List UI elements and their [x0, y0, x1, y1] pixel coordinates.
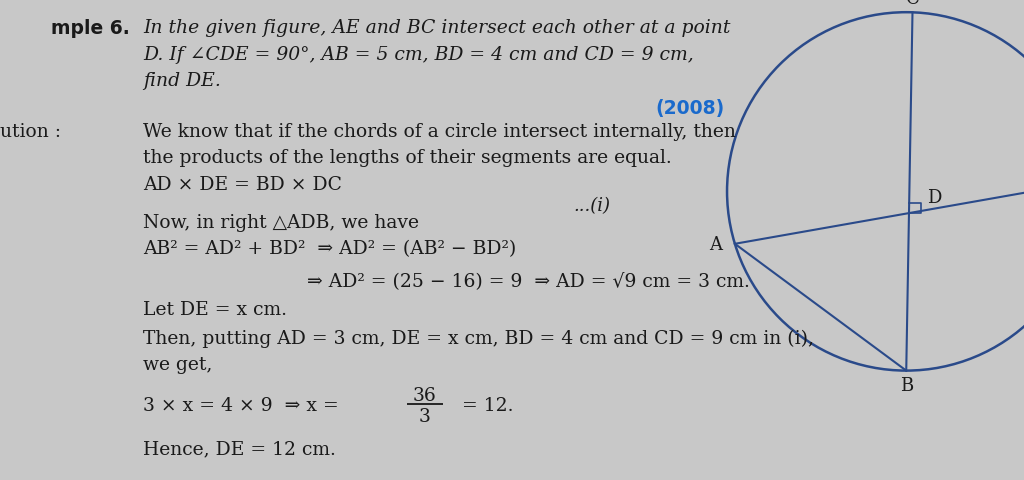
Text: D. If ∠CDE = 90°, AB = 5 cm, BD = 4 cm and CD = 9 cm,: D. If ∠CDE = 90°, AB = 5 cm, BD = 4 cm a…: [143, 46, 694, 63]
Text: In the given figure, AE and BC intersect each other at a point: In the given figure, AE and BC intersect…: [143, 19, 731, 37]
Text: 3 × x = 4 × 9  ⇒ x =: 3 × x = 4 × 9 ⇒ x =: [143, 396, 345, 414]
Text: Now, in right △ADB, we have: Now, in right △ADB, we have: [143, 214, 420, 231]
Text: AD × DE = BD × DC: AD × DE = BD × DC: [143, 175, 342, 193]
Text: find DE.: find DE.: [143, 72, 221, 90]
Text: C: C: [905, 0, 920, 8]
Text: 36: 36: [413, 386, 437, 404]
Text: (2008): (2008): [655, 98, 725, 118]
Text: we get,: we get,: [143, 355, 213, 373]
Text: Let DE = x cm.: Let DE = x cm.: [143, 300, 288, 318]
Text: ⇒ AD² = (25 − 16) = 9  ⇒ AD = √9 cm = 3 cm.: ⇒ AD² = (25 − 16) = 9 ⇒ AD = √9 cm = 3 c…: [307, 271, 750, 289]
Text: 3: 3: [419, 407, 431, 425]
Text: Then, putting AD = 3 cm, DE = x cm, BD = 4 cm and CD = 9 cm in (i),: Then, putting AD = 3 cm, DE = x cm, BD =…: [143, 329, 814, 347]
Text: mple 6.: mple 6.: [51, 19, 130, 38]
Text: Hence, DE = 12 cm.: Hence, DE = 12 cm.: [143, 439, 336, 457]
Text: the products of the lengths of their segments are equal.: the products of the lengths of their seg…: [143, 149, 672, 167]
Text: ...(i): ...(i): [573, 197, 610, 215]
Text: We know that if the chords of a circle intersect internally, then: We know that if the chords of a circle i…: [143, 122, 736, 140]
Text: ution :: ution :: [0, 122, 61, 140]
Text: D: D: [928, 189, 942, 206]
Text: AB² = AD² + BD²  ⇒ AD² = (AB² − BD²): AB² = AD² + BD² ⇒ AD² = (AB² − BD²): [143, 240, 517, 258]
Text: A: A: [710, 235, 723, 253]
Text: = 12.: = 12.: [456, 396, 513, 414]
Text: B: B: [900, 377, 912, 395]
